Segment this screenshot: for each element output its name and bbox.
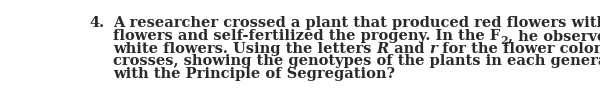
Text: A researcher crossed a plant that produced red flowers with those that produced : A researcher crossed a plant that produc… xyxy=(113,16,600,30)
Text: for the flower color alleles, diagram the scientist’s: for the flower color alleles, diagram th… xyxy=(437,42,600,56)
Text: r: r xyxy=(430,42,437,56)
Text: white flowers. Using the letters: white flowers. Using the letters xyxy=(113,42,377,56)
Text: flowers and self-fertilized the progeny. In the F: flowers and self-fertilized the progeny.… xyxy=(113,29,500,43)
Text: R: R xyxy=(377,42,389,56)
Text: , he observed 5474 red flowers and 1850: , he observed 5474 red flowers and 1850 xyxy=(508,29,600,43)
Text: 4.: 4. xyxy=(90,16,105,30)
Text: and: and xyxy=(389,42,430,56)
Text: 2: 2 xyxy=(500,35,508,46)
Text: crosses, showing the genotypes of the plants in each generation. Are the results: crosses, showing the genotypes of the pl… xyxy=(113,54,600,68)
Text: with the Principle of Segregation?: with the Principle of Segregation? xyxy=(113,67,395,81)
